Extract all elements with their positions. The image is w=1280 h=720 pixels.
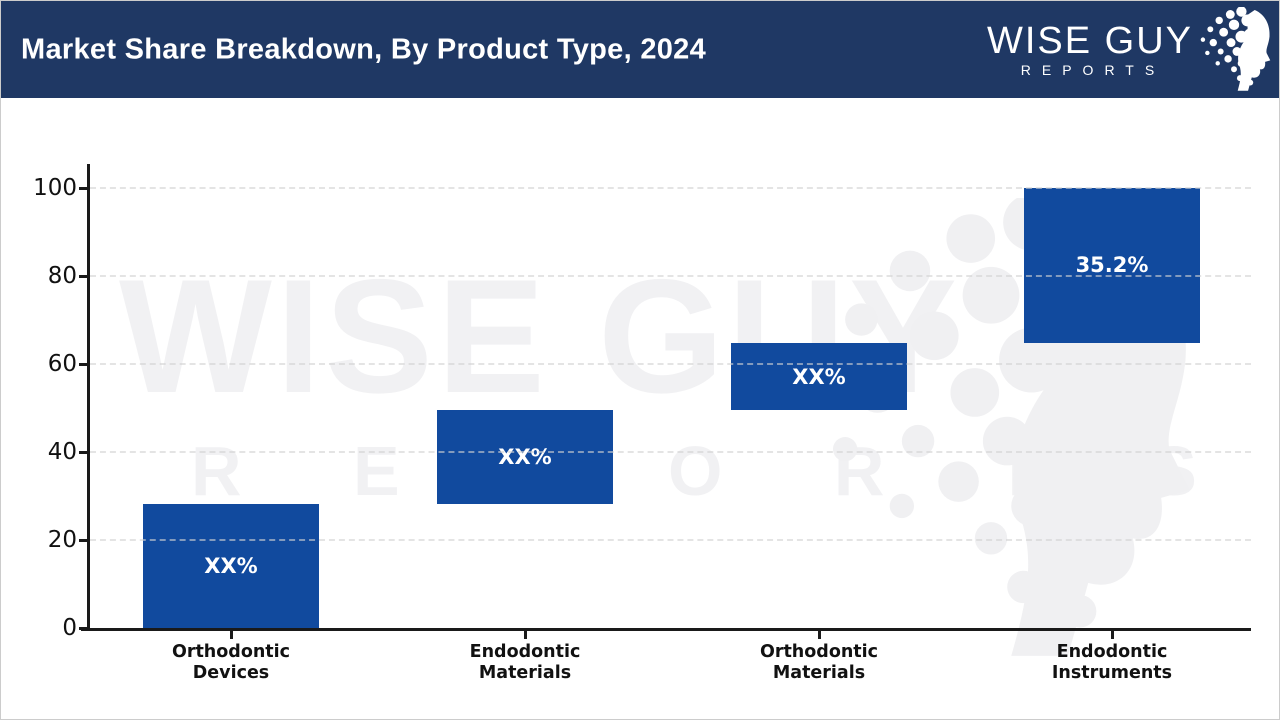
category-label: Orthodontic Devices <box>171 642 291 683</box>
y-axis-tick <box>79 187 88 190</box>
brand-logo-text: WISE GUY REPORTS <box>986 19 1193 79</box>
gridline <box>90 187 1251 189</box>
waterfall-bar: XX% <box>731 342 907 411</box>
header-bar: Market Share Breakdown, By Product Type,… <box>1 1 1279 98</box>
y-axis-tick <box>79 539 88 542</box>
y-axis-tick-label: 80 <box>47 263 77 289</box>
category-label: Endodontic Instruments <box>1051 642 1173 683</box>
x-axis-tick <box>524 631 527 639</box>
brand-face-icon <box>1200 7 1271 91</box>
y-axis-tick-label: 60 <box>47 351 77 377</box>
y-axis-tick <box>79 627 88 630</box>
y-axis-tick-label: 20 <box>47 527 77 553</box>
bar-value-label: XX% <box>204 553 258 578</box>
y-axis-spine <box>87 164 90 631</box>
brand-subname: REPORTS <box>1020 62 1166 79</box>
brand-logo: WISE GUY REPORTS <box>987 5 1271 95</box>
x-axis-tick <box>230 631 233 639</box>
brand-name: WISE GUY <box>986 19 1193 62</box>
category-label: Orthodontic Materials <box>759 642 879 683</box>
x-axis-line <box>81 628 1251 631</box>
y-axis-tick-label: 40 <box>47 439 77 465</box>
gridline <box>90 363 1251 365</box>
gridline <box>90 451 1251 453</box>
y-axis-tick-label: 0 <box>62 615 77 641</box>
waterfall-bar: 35.2% <box>1024 188 1200 343</box>
chart-area: WISE GUY R E P O R T S 0 20 40 60 80 100 XX% Or… <box>1 98 1279 719</box>
bar-value-label: XX% <box>498 445 552 470</box>
waterfall-bar: XX% <box>143 503 319 628</box>
y-axis-tick <box>79 275 88 278</box>
x-axis-tick <box>1111 631 1114 639</box>
category-label: Endodontic Materials <box>469 642 581 683</box>
bar-value-label: 35.2% <box>1075 253 1149 278</box>
chart-title: Market Share Breakdown, By Product Type,… <box>21 33 707 65</box>
gridline <box>90 275 1251 277</box>
y-axis-tick <box>79 363 88 366</box>
waterfall-bar: XX% <box>437 410 613 504</box>
x-axis-tick <box>818 631 821 639</box>
y-axis-tick-label: 100 <box>33 175 77 201</box>
y-axis-tick <box>79 451 88 454</box>
bar-value-label: XX% <box>792 364 846 389</box>
gridline <box>90 539 1251 541</box>
